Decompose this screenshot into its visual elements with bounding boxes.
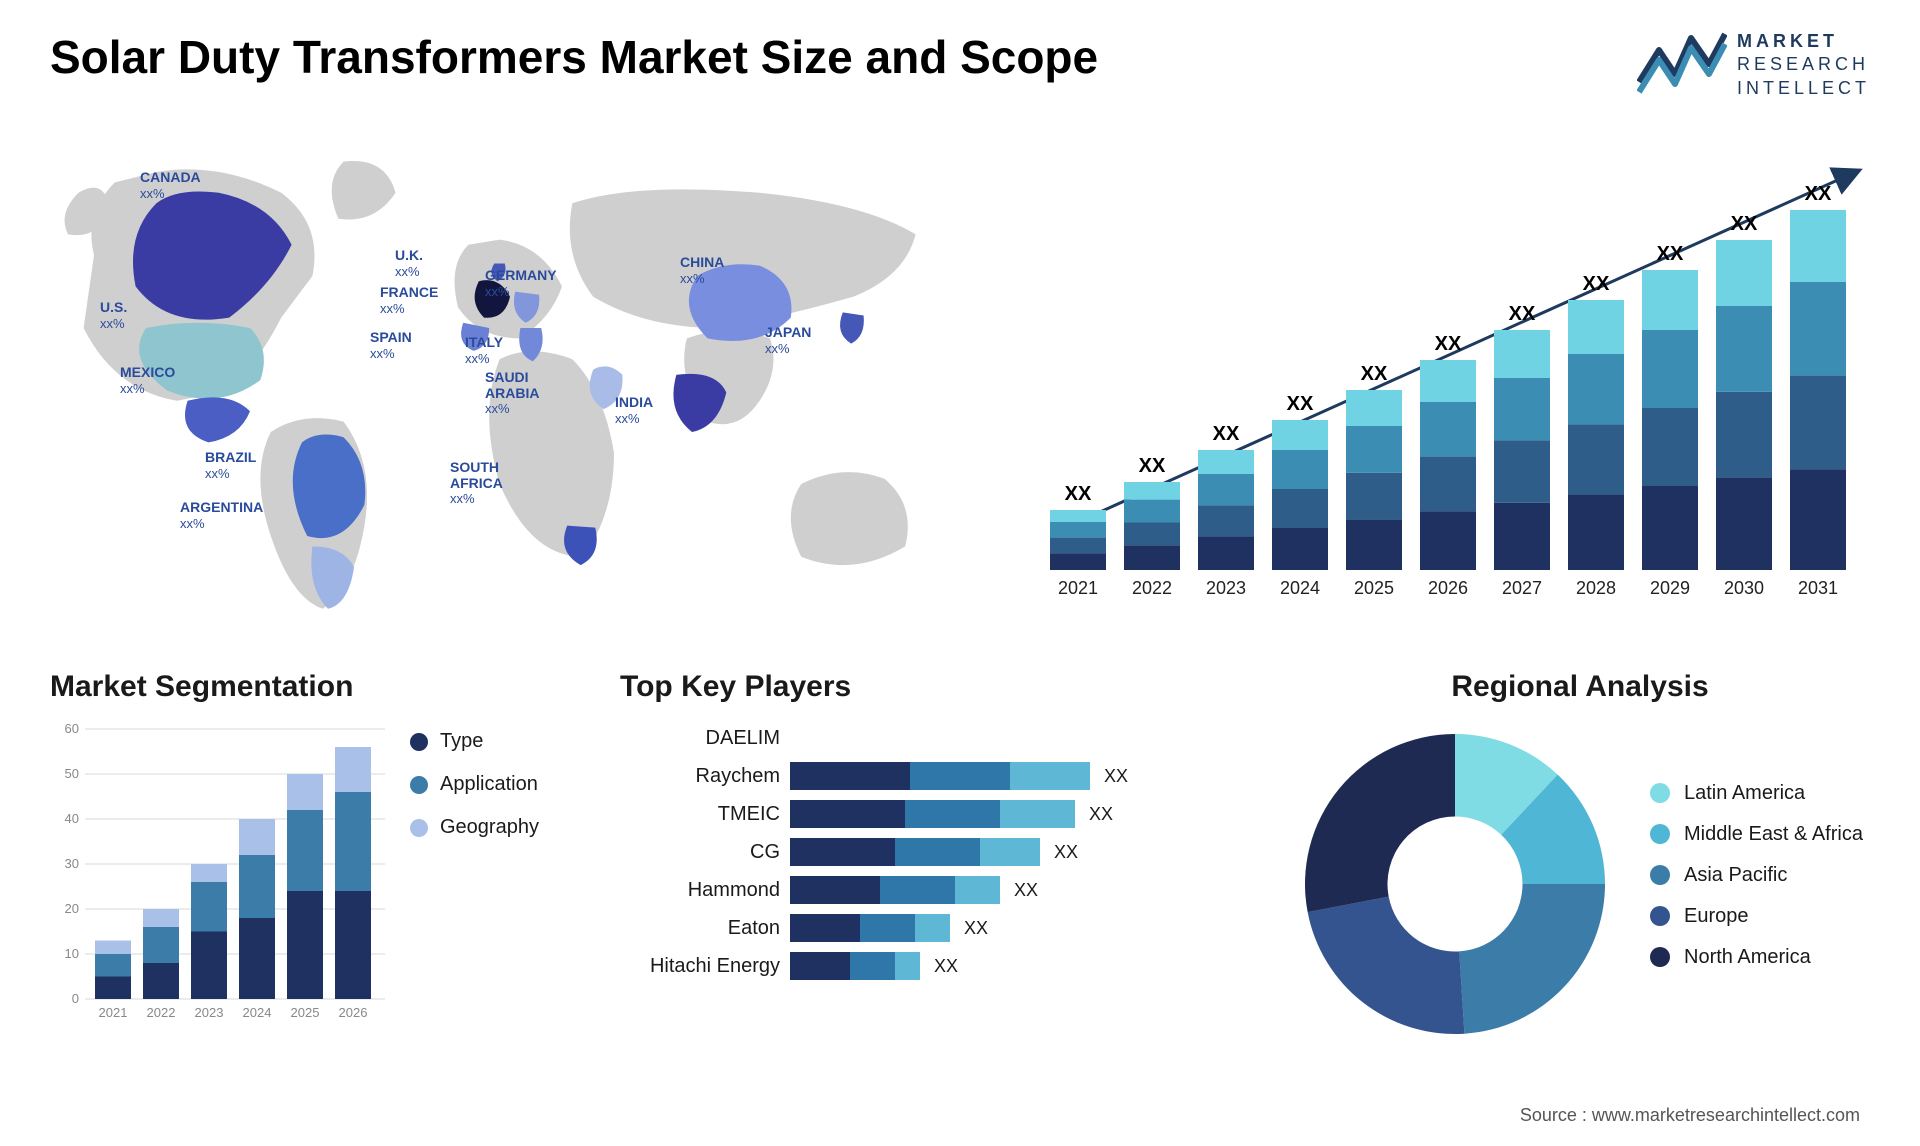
- player-bar-row: XX: [790, 871, 1260, 909]
- segmentation-chart: 0 10 20 30 40 50 60 2021 2022 2023 2024 2025 2026: [50, 719, 390, 1029]
- map-label: MEXICOxx%: [120, 365, 175, 396]
- map-label: FRANCExx%: [380, 285, 438, 316]
- growth-chart: XX 2021 XX 2022 XX 2023 XX 2024 XX 2025 XX 2026 XX 20…: [1010, 120, 1870, 640]
- players-panel: Top Key Players DAELIMRaychemTMEICCGHamm…: [620, 670, 1260, 1050]
- player-label: Hitachi Energy: [620, 947, 780, 985]
- players-bars: XXXXXXXXXXXX: [790, 719, 1260, 985]
- regional-legend-item: Asia Pacific: [1650, 864, 1863, 887]
- segmentation-legend-item: Type: [410, 730, 590, 753]
- regional-legend-item: Latin America: [1650, 782, 1863, 805]
- svg-text:2021: 2021: [1058, 578, 1098, 598]
- svg-text:2025: 2025: [1354, 578, 1394, 598]
- svg-text:2024: 2024: [243, 1005, 272, 1020]
- player-label: Eaton: [620, 909, 780, 947]
- player-bar-row: XX: [790, 833, 1260, 871]
- svg-text:2026: 2026: [339, 1005, 368, 1020]
- svg-text:60: 60: [65, 721, 79, 736]
- map-label: CHINAxx%: [680, 255, 724, 286]
- player-bar-row: XX: [790, 795, 1260, 833]
- svg-text:2021: 2021: [99, 1005, 128, 1020]
- map-label: ARGENTINAxx%: [180, 500, 263, 531]
- svg-text:XX: XX: [1139, 455, 1166, 477]
- world-map: CANADAxx% U.S.xx% MEXICOxx% BRAZILxx% ARGENT…: [50, 120, 970, 640]
- svg-text:XX: XX: [1583, 273, 1610, 295]
- map-label: SAUDIARABIAxx%: [485, 370, 539, 416]
- svg-text:20: 20: [65, 901, 79, 916]
- svg-text:XX: XX: [1657, 243, 1684, 265]
- player-label: CG: [620, 833, 780, 871]
- svg-text:2022: 2022: [147, 1005, 176, 1020]
- segmentation-title: Market Segmentation: [50, 670, 390, 704]
- svg-text:10: 10: [65, 946, 79, 961]
- regional-legend-item: North America: [1650, 946, 1863, 969]
- segmentation-legend-item: Geography: [410, 816, 590, 839]
- logo-icon: [1637, 30, 1727, 100]
- regional-legend-item: Middle East & Africa: [1650, 823, 1863, 846]
- map-label: INDIAxx%: [615, 395, 653, 426]
- page-title: Solar Duty Transformers Market Size and …: [50, 30, 1098, 84]
- svg-text:50: 50: [65, 766, 79, 781]
- players-labels: DAELIMRaychemTMEICCGHammondEatonHitachi …: [620, 719, 780, 985]
- map-label: SPAINxx%: [370, 330, 412, 361]
- regional-panel: Regional Analysis Latin America Middle Ea…: [1290, 670, 1870, 1050]
- player-label: Hammond: [620, 871, 780, 909]
- svg-text:2022: 2022: [1132, 578, 1172, 598]
- player-label: TMEIC: [620, 795, 780, 833]
- player-label: Raychem: [620, 757, 780, 795]
- svg-text:XX: XX: [1213, 423, 1240, 445]
- svg-text:XX: XX: [1065, 483, 1092, 505]
- svg-text:40: 40: [65, 811, 79, 826]
- logo-line1: MARKET: [1737, 30, 1870, 53]
- svg-text:2023: 2023: [195, 1005, 224, 1020]
- player-label: DAELIM: [620, 719, 780, 757]
- svg-text:XX: XX: [1805, 183, 1832, 205]
- svg-text:0: 0: [72, 991, 79, 1006]
- svg-text:XX: XX: [1731, 213, 1758, 235]
- source-footer: Source : www.marketresearchintellect.com: [1520, 1105, 1860, 1126]
- map-label: U.K.xx%: [395, 248, 423, 279]
- svg-text:2023: 2023: [1206, 578, 1246, 598]
- regional-donut: [1290, 719, 1620, 1049]
- svg-text:2030: 2030: [1724, 578, 1764, 598]
- svg-text:XX: XX: [1361, 363, 1388, 385]
- logo-line2: RESEARCH: [1737, 54, 1869, 74]
- growth-chart-svg: XX 2021 XX 2022 XX 2023 XX 2024 XX 2025 XX 2026 XX 20…: [1030, 140, 1870, 620]
- segmentation-legend: Type Application Geography: [410, 670, 590, 1050]
- svg-text:2031: 2031: [1798, 578, 1838, 598]
- map-label: SOUTHAFRICAxx%: [450, 460, 503, 506]
- svg-text:2026: 2026: [1428, 578, 1468, 598]
- player-bar-row: XX: [790, 909, 1260, 947]
- map-label: BRAZILxx%: [205, 450, 256, 481]
- segmentation-panel: Market Segmentation 0 10 20 30 40 50 60 2021 202…: [50, 670, 590, 1050]
- svg-text:2027: 2027: [1502, 578, 1542, 598]
- svg-text:XX: XX: [1509, 303, 1536, 325]
- segmentation-legend-item: Application: [410, 773, 590, 796]
- regional-legend-item: Europe: [1650, 905, 1863, 928]
- player-bar-row: XX: [790, 947, 1260, 985]
- players-title: Top Key Players: [620, 670, 1260, 704]
- regional-legend: Latin America Middle East & Africa Asia Pa…: [1650, 782, 1863, 987]
- map-label: JAPANxx%: [765, 325, 811, 356]
- map-label: GERMANYxx%: [485, 268, 557, 299]
- regional-title: Regional Analysis: [1290, 670, 1870, 704]
- logo-line3: INTELLECT: [1737, 78, 1870, 98]
- svg-text:2024: 2024: [1280, 578, 1320, 598]
- brand-logo: MARKET RESEARCH INTELLECT: [1637, 30, 1870, 100]
- svg-text:XX: XX: [1435, 333, 1462, 355]
- svg-text:XX: XX: [1287, 393, 1314, 415]
- svg-text:30: 30: [65, 856, 79, 871]
- map-label: CANADAxx%: [140, 170, 201, 201]
- player-bar-row: XX: [790, 757, 1260, 795]
- map-label: U.S.xx%: [100, 300, 127, 331]
- svg-text:2025: 2025: [291, 1005, 320, 1020]
- map-label: ITALYxx%: [465, 335, 503, 366]
- svg-text:2029: 2029: [1650, 578, 1690, 598]
- svg-text:2028: 2028: [1576, 578, 1616, 598]
